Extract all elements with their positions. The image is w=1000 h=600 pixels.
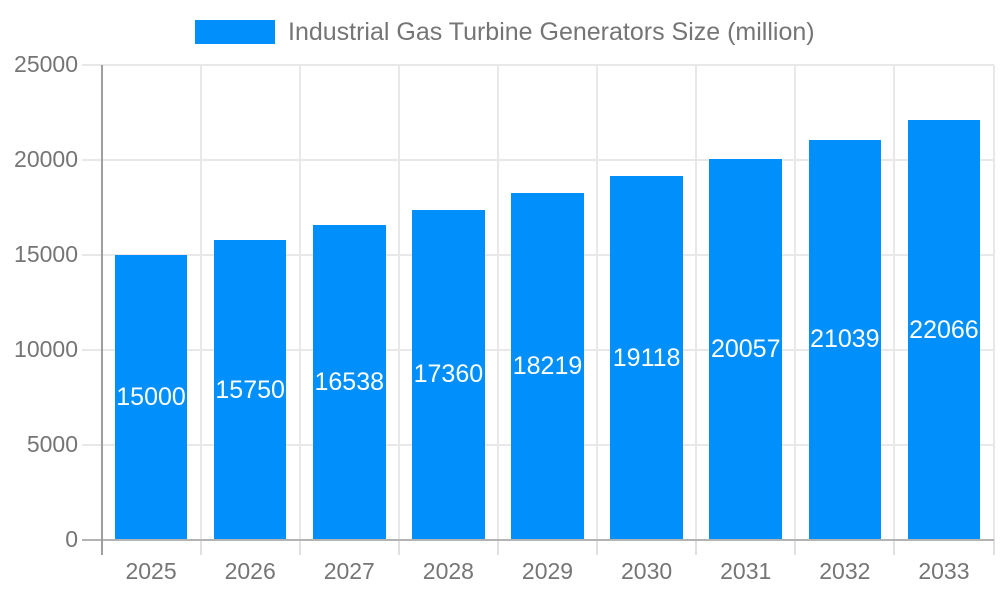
x-axis-tick-label: 2028: [422, 558, 474, 584]
bar-2029[interactable]: 18219: [511, 193, 584, 540]
x-axis-tick-label: 2030: [621, 558, 673, 584]
bar-2025[interactable]: 15000: [114, 254, 188, 540]
legend-item[interactable]: Industrial Gas Turbine Generators Size (…: [195, 18, 815, 46]
x-gridline: [397, 64, 400, 540]
x-axis-tick-label: 2033: [918, 558, 970, 584]
bar-2026[interactable]: 15750: [213, 240, 287, 540]
bar-value-label: 21039: [810, 325, 880, 354]
y-gridline: [81, 63, 994, 66]
x-axis-tick: [596, 540, 599, 555]
x-axis-tick: [992, 540, 995, 555]
bar-2032[interactable]: 21039: [808, 139, 882, 540]
bar-2028[interactable]: 17360: [412, 209, 485, 540]
legend-swatch: [195, 20, 275, 44]
x-axis-tick: [893, 540, 896, 555]
x-axis-tick-label: 2029: [521, 558, 574, 584]
x-axis-tick: [298, 540, 301, 555]
x-axis-tick: [496, 540, 499, 555]
x-axis-tick: [794, 540, 797, 555]
x-axis-tick: [199, 540, 202, 555]
y-gridline: [81, 158, 994, 161]
x-axis-tick-label: 2025: [125, 558, 177, 584]
x-gridline: [596, 64, 599, 540]
bar-value-label: 19118: [612, 343, 681, 372]
bar-value-label: 16538: [314, 368, 385, 397]
bar-value-label: 22066: [909, 315, 979, 344]
bar-2030[interactable]: 19118: [610, 176, 683, 540]
bar-2027[interactable]: 16538: [313, 225, 386, 540]
y-axis-tick-label: 25000: [14, 50, 78, 77]
bar-value-label: 20057: [710, 334, 781, 363]
x-axis-line: [81, 539, 994, 541]
x-gridline: [794, 64, 797, 540]
x-axis-tick-label: 2032: [819, 558, 871, 584]
y-axis-tick-label: 5000: [26, 430, 78, 457]
bar-2031[interactable]: 20057: [709, 158, 782, 540]
y-axis-line: [100, 64, 103, 555]
x-axis-tick: [695, 540, 698, 555]
y-axis-tick-label: 15000: [14, 240, 78, 267]
x-gridline: [199, 64, 202, 540]
x-gridline: [992, 64, 995, 540]
bar-value-label: 15000: [116, 382, 186, 411]
bar-value-label: 15750: [215, 375, 285, 404]
y-axis-tick-label: 0: [65, 526, 78, 552]
x-axis-tick-label: 2031: [720, 558, 772, 584]
x-gridline: [893, 64, 896, 540]
bar-2033[interactable]: 22066: [907, 120, 981, 540]
bar-value-label: 17360: [413, 360, 484, 389]
bar-value-label: 18219: [512, 352, 583, 381]
x-axis-tick-label: 2027: [323, 558, 375, 584]
legend-label: Industrial Gas Turbine Generators Size (…: [288, 18, 815, 46]
y-axis-tick-label: 20000: [14, 145, 78, 172]
x-axis-tick-label: 2026: [224, 558, 276, 584]
x-gridline: [695, 64, 698, 540]
x-gridline: [496, 64, 499, 540]
x-gridline: [298, 64, 301, 540]
x-axis-tick: [397, 540, 400, 555]
y-axis-tick-label: 10000: [14, 335, 78, 362]
